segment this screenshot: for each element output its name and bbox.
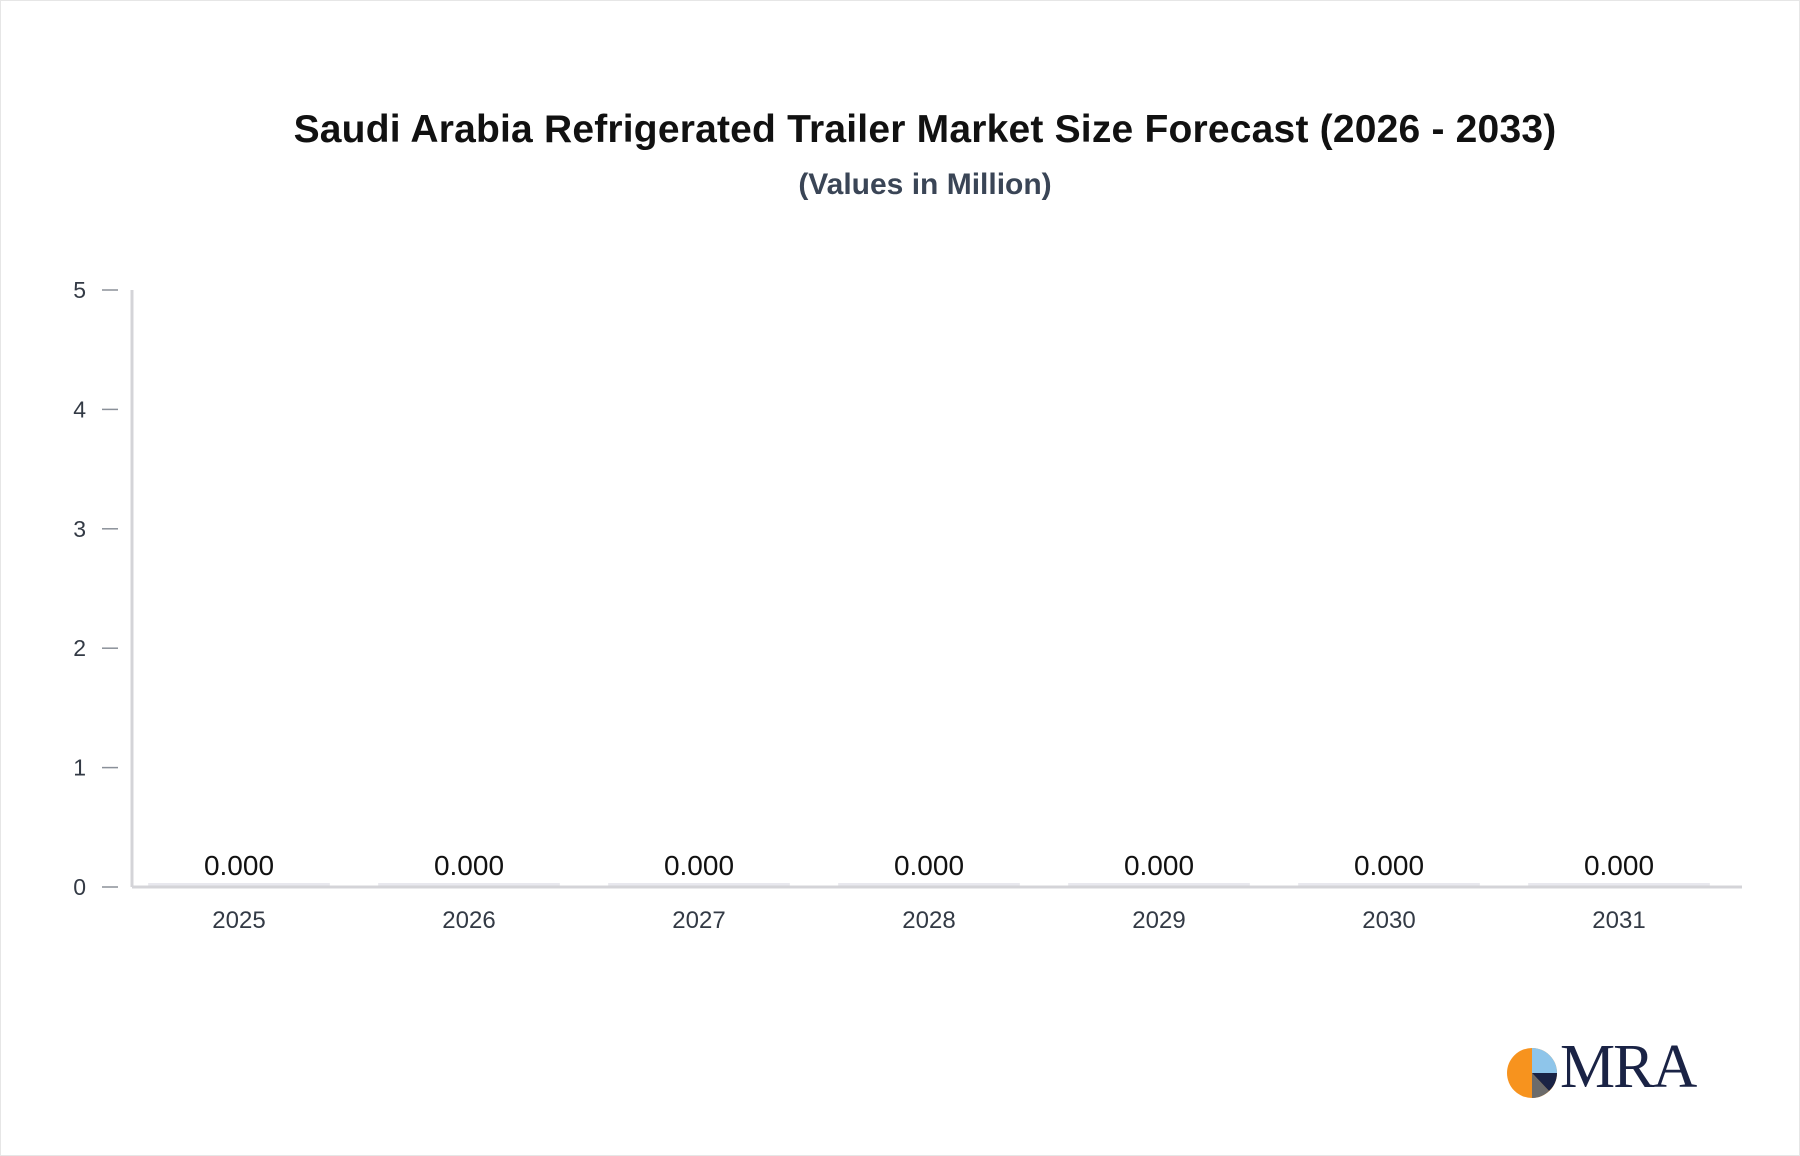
bar — [378, 883, 560, 886]
data-label: 0.000 — [664, 850, 734, 881]
data-label: 0.000 — [204, 850, 274, 881]
y-tick-label: 5 — [73, 277, 86, 303]
bars: 0.000 0.000 0.000 0.000 0.000 0.000 0.000 — [148, 850, 1710, 886]
bar — [838, 883, 1020, 886]
x-axis: 2025 2026 2027 2028 2029 2030 2031 — [132, 885, 1742, 934]
y-tick-label: 2 — [73, 635, 86, 661]
bar — [608, 883, 790, 886]
logo-text: MRA — [1560, 1033, 1697, 1101]
data-label: 0.000 — [1124, 850, 1194, 881]
x-tick-label: 2030 — [1362, 907, 1415, 934]
y-tick-label: 0 — [73, 874, 86, 900]
bar — [148, 883, 330, 886]
logo-pie-icon — [1507, 1048, 1557, 1098]
x-tick-label: 2026 — [442, 907, 495, 934]
y-axis: 0 1 2 3 4 5 — [73, 277, 134, 900]
data-label: 0.000 — [1354, 850, 1424, 881]
chart-subtitle: (Values in Million) — [798, 168, 1052, 201]
bar — [1298, 883, 1480, 886]
y-tick-label: 3 — [73, 516, 86, 542]
x-tick-label: 2028 — [902, 907, 955, 934]
data-label: 0.000 — [1584, 850, 1654, 881]
x-tick-label: 2025 — [212, 907, 265, 934]
bar — [1528, 883, 1710, 886]
x-tick-label: 2031 — [1592, 907, 1645, 934]
data-label: 0.000 — [434, 850, 504, 881]
data-label: 0.000 — [894, 850, 964, 881]
chart-title: Saudi Arabia Refrigerated Trailer Market… — [293, 108, 1557, 151]
x-tick-label: 2027 — [672, 907, 725, 934]
bar — [1068, 883, 1250, 886]
x-tick-label: 2029 — [1132, 907, 1185, 934]
y-tick-label: 4 — [73, 396, 86, 422]
y-tick-label: 1 — [73, 755, 86, 781]
mra-logo: MRA — [1505, 1036, 1697, 1102]
